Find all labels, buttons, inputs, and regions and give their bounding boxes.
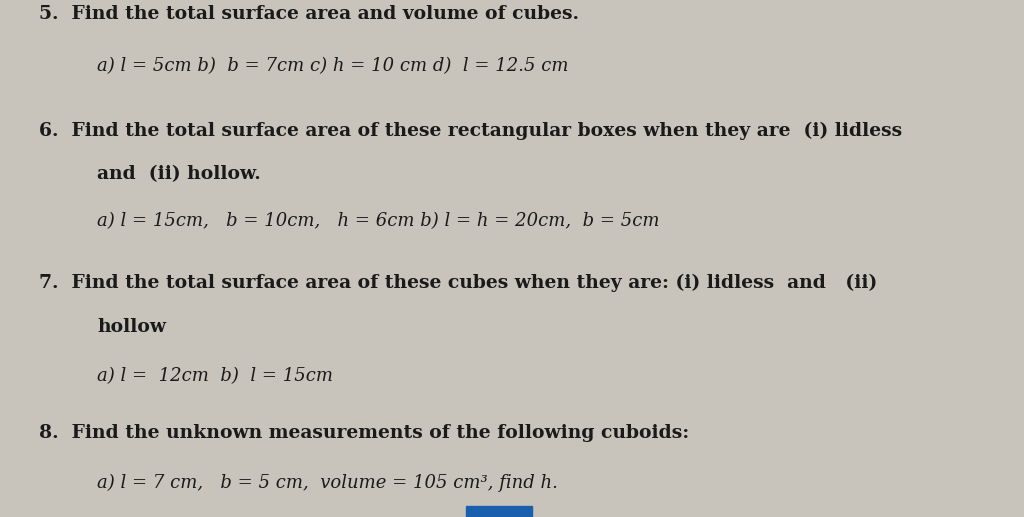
Text: 8.  Find the unknown measurements of the following cuboids:: 8. Find the unknown measurements of the …	[39, 424, 689, 442]
Text: and  (ii) hollow.: and (ii) hollow.	[97, 165, 261, 184]
Text: a) l = 15cm,   b = 10cm,   h = 6cm b) l = h = 20cm,  b = 5cm: a) l = 15cm, b = 10cm, h = 6cm b) l = h …	[97, 212, 659, 230]
Text: 7.  Find the total surface area of these cubes when they are: (i) lidless  and  : 7. Find the total surface area of these …	[39, 274, 878, 292]
Text: a) l = 7 cm,   b = 5 cm,  volume = 105 cm³, find h.: a) l = 7 cm, b = 5 cm, volume = 105 cm³,…	[97, 474, 558, 492]
Text: a) l =  12cm  b)  l = 15cm: a) l = 12cm b) l = 15cm	[97, 367, 333, 385]
Text: 5.  Find the total surface area and volume of cubes.: 5. Find the total surface area and volum…	[39, 5, 579, 23]
Text: a) l = 5cm b)  b = 7cm c) h = 10 cm d)  l = 12.5 cm: a) l = 5cm b) b = 7cm c) h = 10 cm d) l …	[97, 57, 568, 75]
Text: hollow: hollow	[97, 318, 166, 336]
Text: 6.  Find the total surface area of these rectangular boxes when they are  (i) li: 6. Find the total surface area of these …	[39, 121, 902, 140]
FancyBboxPatch shape	[466, 506, 532, 517]
